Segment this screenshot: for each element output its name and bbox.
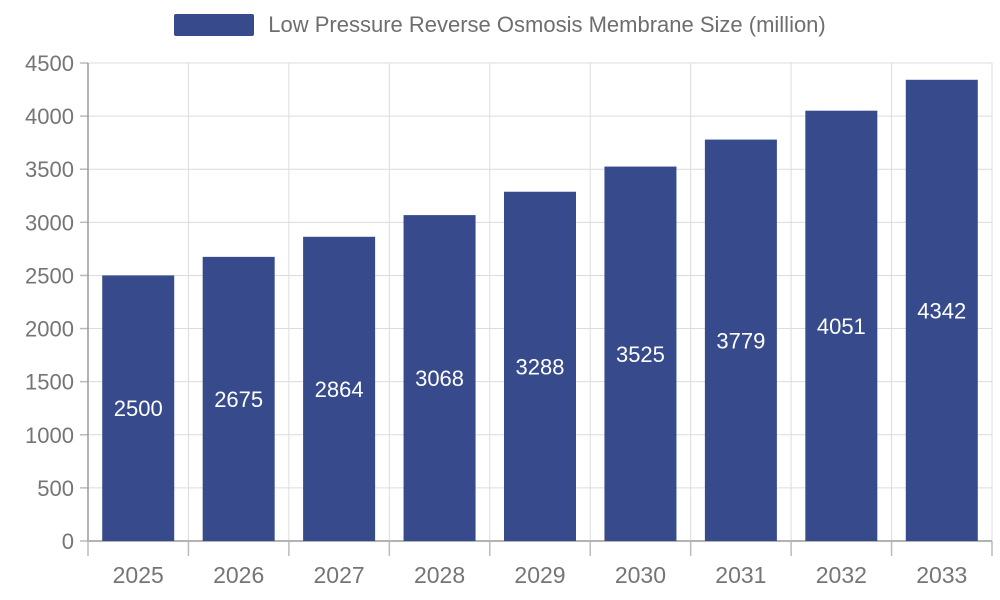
bar-value-label: 4051 xyxy=(817,314,866,339)
bar xyxy=(303,236,376,542)
bar xyxy=(604,166,677,542)
x-tick-label: 2031 xyxy=(715,562,766,588)
bar xyxy=(504,191,576,541)
x-tick-label: 2027 xyxy=(314,562,365,588)
x-tick-label: 2030 xyxy=(615,562,666,588)
bar xyxy=(905,79,978,541)
y-tick-label: 1500 xyxy=(25,370,74,395)
y-tick-label: 500 xyxy=(37,476,74,501)
x-tick-label: 2028 xyxy=(414,562,465,588)
bar-value-label: 3068 xyxy=(415,366,464,391)
x-tick-label: 2025 xyxy=(113,562,164,588)
bar xyxy=(202,256,275,541)
y-tick-label: 4000 xyxy=(25,104,74,129)
x-tick-label: 2033 xyxy=(916,562,967,588)
bar-value-label: 3525 xyxy=(616,342,665,367)
y-tick-label: 1000 xyxy=(25,423,74,448)
legend-swatch xyxy=(174,14,255,37)
y-tick-label: 2500 xyxy=(25,263,74,288)
x-tick-label: 2026 xyxy=(213,562,264,588)
chart-legend: Low Pressure Reverse Osmosis Membrane Si… xyxy=(0,12,1000,38)
x-tick-label: 2032 xyxy=(816,562,867,588)
bar-value-label: 3288 xyxy=(516,354,565,379)
bar-value-label: 2675 xyxy=(214,387,263,412)
y-tick-label: 4500 xyxy=(25,51,74,76)
bar-value-label: 3779 xyxy=(716,328,765,353)
y-tick-label: 2000 xyxy=(25,317,74,342)
bar xyxy=(805,110,878,541)
bar-value-label: 2864 xyxy=(315,377,364,402)
x-tick-label: 2029 xyxy=(514,562,565,588)
bar xyxy=(403,215,476,541)
y-tick-label: 3500 xyxy=(25,157,74,182)
bar xyxy=(704,139,777,541)
y-tick-label: 0 xyxy=(62,529,74,554)
bar xyxy=(102,275,175,541)
bar-value-label: 2500 xyxy=(114,396,163,421)
legend-label: Low Pressure Reverse Osmosis Membrane Si… xyxy=(268,12,826,37)
y-tick-label: 3000 xyxy=(25,210,74,235)
bar-value-label: 4342 xyxy=(917,298,966,323)
